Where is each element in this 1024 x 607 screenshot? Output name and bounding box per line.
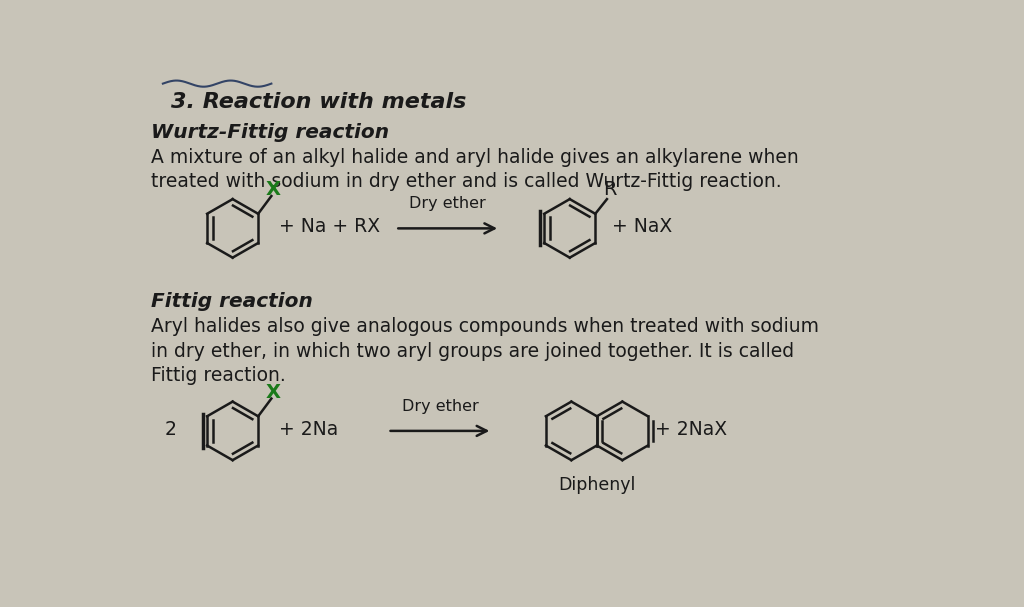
Text: Dry ether: Dry ether xyxy=(410,196,486,211)
Text: X: X xyxy=(265,180,281,199)
Text: + Na + RX: + Na + RX xyxy=(280,217,380,236)
Text: + 2Na: + 2Na xyxy=(280,420,338,439)
Text: + 2NaX: + 2NaX xyxy=(655,420,727,439)
Text: 3. Reaction with metals: 3. Reaction with metals xyxy=(171,92,466,112)
Text: Dry ether: Dry ether xyxy=(401,399,478,414)
Text: R: R xyxy=(603,180,616,199)
Text: 2: 2 xyxy=(165,420,176,439)
Text: X: X xyxy=(265,383,281,402)
Text: Aryl halides also give analogous compounds when treated with sodium: Aryl halides also give analogous compoun… xyxy=(152,317,819,336)
Text: Wurtz-Fittig reaction: Wurtz-Fittig reaction xyxy=(152,123,389,142)
Text: Fittig reaction: Fittig reaction xyxy=(152,293,313,311)
Text: A mixture of an alkyl halide and aryl halide gives an alkylarene when: A mixture of an alkyl halide and aryl ha… xyxy=(152,148,799,166)
Text: + NaX: + NaX xyxy=(612,217,673,236)
Text: Fittig reaction.: Fittig reaction. xyxy=(152,366,286,385)
Text: treated with sodium in dry ether and is called Wurtz-Fittig reaction.: treated with sodium in dry ether and is … xyxy=(152,172,782,191)
Text: Diphenyl: Diphenyl xyxy=(558,476,636,493)
Text: in dry ether, in which two aryl groups are joined together. It is called: in dry ether, in which two aryl groups a… xyxy=(152,342,795,361)
